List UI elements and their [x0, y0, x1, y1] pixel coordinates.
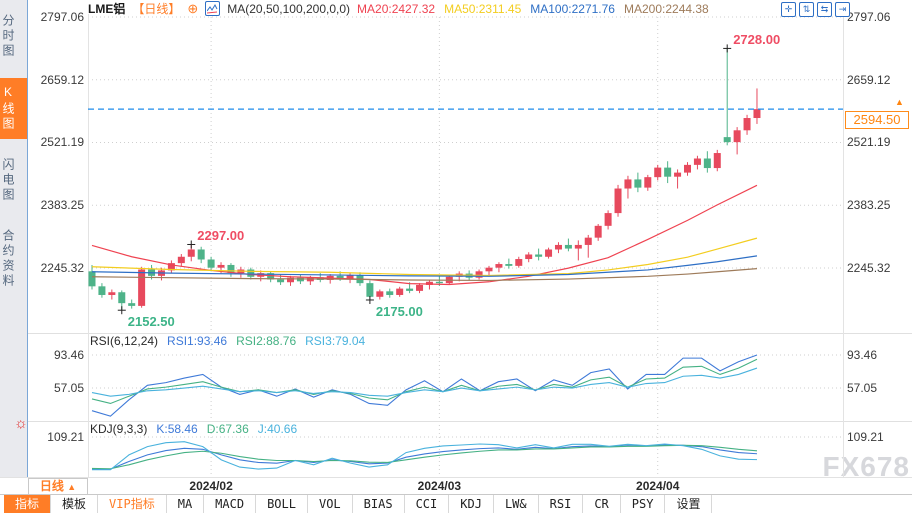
y-axis-label: 2521.19 [847, 135, 891, 150]
indicator-value-label: RSI1:93.46 [167, 334, 228, 348]
tab-kdj[interactable]: KDJ [449, 495, 494, 513]
y-axis-label: 2245.32 [40, 260, 84, 275]
y-axis-label: 93.46 [847, 348, 878, 362]
price-up-arrow-icon: ▲ [895, 97, 904, 108]
period-button-label: 日线 [39, 479, 64, 493]
y-axis-label: 2797.06 [40, 10, 84, 24]
mini-line-chart-icon [207, 3, 218, 14]
y-axis-label: 2797.06 [847, 10, 891, 24]
tab-template[interactable]: 模板 [51, 495, 99, 513]
watermark: FX678 [822, 451, 910, 482]
y-axis-label: 93.46 [53, 348, 84, 362]
indicator-value-label: K:58.46 [156, 422, 198, 436]
x-axis-label: 2024/04 [636, 479, 680, 493]
pan-icon[interactable]: ✛ [781, 2, 796, 17]
kdj-title: KDJ(9,3,3) [90, 422, 148, 436]
ma-value-label: MA20:2427.32 [357, 1, 436, 16]
x-axis-row [0, 477, 912, 495]
ma-values: MA20:2427.32 MA50:2311.45 MA100:2271.76 MA2… [357, 2, 709, 16]
y-axis-label: 2383.25 [40, 198, 84, 213]
y-axis-label: 109.21 [847, 430, 884, 444]
tab-vip-indicator[interactable]: VIP指标 [98, 495, 167, 513]
chart-header: LME铝 【日线】 ⊕ MA(20,50,100,200,0,0) MA20:2… [88, 1, 709, 16]
tab-lw[interactable]: LW& [494, 495, 539, 513]
period-tag: 【日线】 [132, 2, 181, 16]
indicator-value-label: RSI3:79.04 [305, 334, 366, 348]
sidebar-item-time-chart[interactable]: 分时图 [1, 14, 15, 59]
y-axis-label: 57.05 [847, 381, 878, 395]
rsi-title: RSI(6,12,24) [90, 334, 159, 348]
y-axis-label: 57.05 [53, 381, 84, 395]
ma-value-label: MA50:2311.45 [444, 1, 522, 16]
tab-rsi[interactable]: RSI [539, 495, 584, 513]
tab-psy[interactable]: PSY [621, 495, 666, 513]
sidebar-item-kline-chart[interactable]: K线图 [0, 78, 27, 139]
indicator-value-label: RSI2:88.76 [236, 334, 297, 348]
rsi-pane-header: RSI(6,12,24) RSI1:93.46 RSI2:88.76 RSI3:79… [90, 334, 365, 348]
tab-cci[interactable]: CCI [405, 495, 450, 513]
price-annotation: 2175.00 [375, 303, 423, 319]
indicator-toolbar: 指标 模板 VIP指标 MA MACD BOLL VOL BIAS CCI KDJ LW& RSI CR… [0, 494, 912, 513]
indicator-value-label: D:67.36 [206, 422, 249, 436]
tab-settings[interactable]: 设置 [665, 495, 713, 513]
sidebar: 分时图 K线图闪电图合约资料 [0, 0, 28, 494]
y-axis-label: 2659.12 [847, 72, 891, 87]
tab-vol[interactable]: VOL [308, 495, 353, 513]
symbol-name: LME铝 [88, 2, 126, 16]
add-indicator-icon[interactable]: ⊕ [187, 0, 199, 16]
rsi-values: RSI1:93.46 RSI2:88.76 RSI3:79.04 [167, 334, 365, 348]
sidebar-item-contract-info[interactable]: 合约资料 [1, 229, 15, 289]
price-annotation: 2152.50 [127, 314, 175, 330]
tab-indicator[interactable]: 指标 [4, 495, 52, 513]
scale-x-axis-icon[interactable]: ⇆ [817, 2, 832, 17]
alarm-icon[interactable]: ☼ [14, 415, 28, 432]
tab-macd[interactable]: MACD [204, 495, 257, 513]
y-axis-label: 109.21 [47, 430, 84, 444]
tab-cr[interactable]: CR [583, 495, 621, 513]
y-axis-label: 2245.32 [847, 260, 891, 275]
exit-chart-icon[interactable]: ⇥ [835, 2, 850, 17]
x-axis-label: 2024/03 [417, 479, 462, 493]
kdj-values: K:58.46 D:67.36 J:40.66 [156, 422, 297, 436]
kdj-pane-header: KDJ(9,3,3) K:58.46 D:67.36 J:40.66 [90, 422, 297, 436]
chart-toolbar-icons: ✛ ⇅ ⇆ ⇥ [781, 2, 850, 17]
sidebar-item-flash-chart[interactable]: 闪电图 [1, 158, 15, 203]
period-selector-button[interactable]: 日线 ▲ [28, 478, 88, 495]
tab-boll[interactable]: BOLL [256, 495, 308, 513]
current-price-tag: 2594.50 [845, 111, 909, 130]
x-axis-label: 2024/02 [189, 479, 233, 493]
indicator-value-label: J:40.66 [257, 422, 298, 436]
y-axis-label: 2659.12 [40, 72, 84, 87]
ma-settings-label: MA(20,50,100,200,0,0) [227, 1, 351, 16]
price-annotation: 2728.00 [733, 32, 781, 48]
y-axis-label: 2521.19 [40, 135, 84, 150]
tab-ma[interactable]: MA [167, 495, 205, 513]
ma-value-label: MA100:2271.76 [530, 1, 615, 16]
tab-bias[interactable]: BIAS [353, 495, 405, 513]
period-button-arrow: ▲ [67, 482, 77, 492]
ma-value-label: MA200:2244.38 [623, 1, 709, 16]
chart-type-icon[interactable] [205, 1, 221, 16]
scale-y-axis-icon[interactable]: ⇅ [799, 2, 814, 17]
price-annotation: 2297.00 [197, 228, 245, 244]
y-axis-label: 2383.25 [847, 198, 891, 213]
